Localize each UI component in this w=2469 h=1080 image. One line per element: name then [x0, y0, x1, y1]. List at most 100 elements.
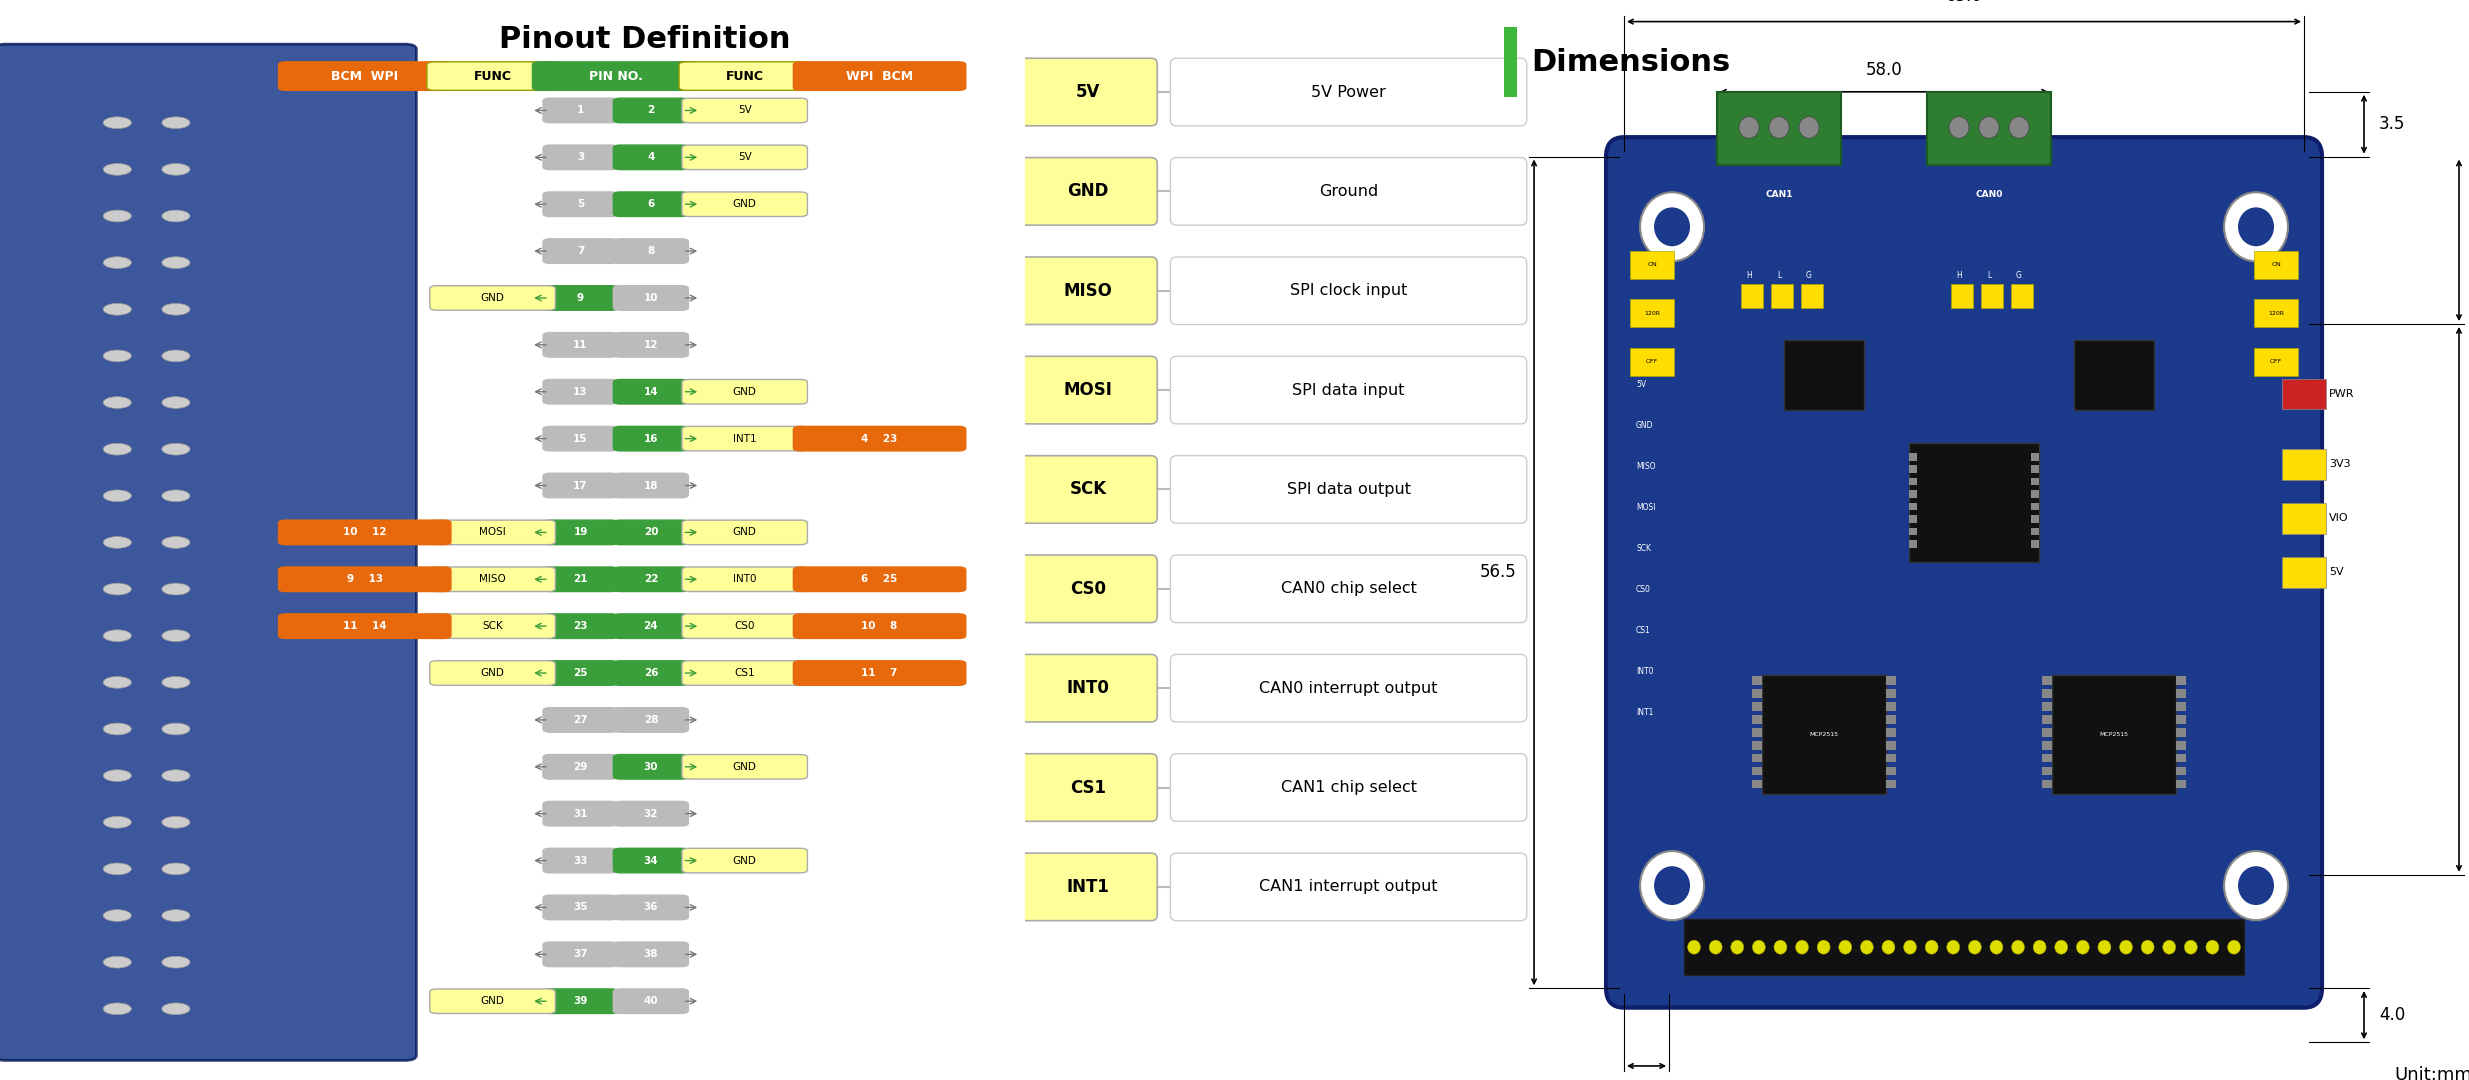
Text: 6: 6 [647, 199, 654, 210]
FancyBboxPatch shape [1020, 555, 1158, 622]
Circle shape [163, 816, 190, 828]
FancyBboxPatch shape [681, 613, 807, 638]
Text: 1: 1 [578, 106, 585, 116]
FancyBboxPatch shape [543, 613, 617, 638]
Text: VIO: VIO [2328, 513, 2348, 524]
Text: MCP2515: MCP2515 [1810, 732, 1839, 737]
Bar [2032, 527, 2039, 535]
Text: 27: 27 [573, 715, 588, 725]
Bar [1753, 676, 1763, 685]
Bar [1909, 465, 1916, 473]
FancyBboxPatch shape [681, 848, 807, 873]
Text: CAN0: CAN0 [1975, 190, 2002, 199]
Text: FUNC: FUNC [474, 69, 511, 82]
Text: 37: 37 [573, 949, 588, 959]
FancyBboxPatch shape [1605, 137, 2321, 1008]
FancyBboxPatch shape [1020, 158, 1158, 225]
Circle shape [163, 303, 190, 315]
FancyBboxPatch shape [612, 98, 689, 123]
Bar [2281, 449, 2326, 480]
Text: 39: 39 [573, 996, 588, 1007]
FancyBboxPatch shape [1170, 58, 1526, 125]
Circle shape [104, 956, 131, 968]
Circle shape [104, 490, 131, 502]
Bar [2074, 340, 2153, 410]
Bar [1909, 527, 1916, 535]
Text: Unit:mm: Unit:mm [2395, 1066, 2469, 1080]
FancyBboxPatch shape [430, 521, 556, 544]
Text: 19: 19 [573, 527, 588, 538]
Text: 2: 2 [647, 106, 654, 116]
Text: 65.0: 65.0 [1946, 0, 1983, 5]
Bar [1886, 767, 1896, 775]
Circle shape [2054, 940, 2067, 955]
FancyBboxPatch shape [533, 62, 699, 91]
Circle shape [2205, 940, 2220, 955]
Text: WPI  BCM: WPI BCM [847, 69, 914, 82]
FancyBboxPatch shape [543, 989, 617, 1013]
FancyBboxPatch shape [612, 333, 689, 357]
Circle shape [1768, 117, 1790, 138]
Bar [1763, 675, 1886, 794]
Bar [1753, 741, 1763, 750]
Circle shape [1926, 940, 1938, 955]
Bar [1785, 340, 1864, 410]
Bar [1630, 299, 1674, 327]
Text: MOSI: MOSI [1637, 503, 1657, 512]
Circle shape [104, 676, 131, 688]
Circle shape [1948, 117, 1970, 138]
Text: CAN0 chip select: CAN0 chip select [1281, 581, 1417, 596]
Text: INT1: INT1 [1067, 878, 1109, 896]
Circle shape [163, 676, 190, 688]
Circle shape [104, 583, 131, 595]
FancyBboxPatch shape [1170, 654, 1526, 721]
Circle shape [104, 909, 131, 921]
Text: MISO: MISO [1637, 462, 1657, 471]
Circle shape [1968, 940, 1980, 955]
Text: 18: 18 [644, 481, 659, 490]
Text: ON: ON [1647, 262, 1657, 267]
Bar [2175, 728, 2185, 737]
FancyBboxPatch shape [543, 333, 617, 357]
Text: 4: 4 [647, 152, 654, 162]
FancyBboxPatch shape [612, 521, 689, 544]
Bar [1909, 490, 1916, 498]
FancyBboxPatch shape [612, 661, 689, 686]
Bar [1753, 754, 1763, 762]
Circle shape [163, 583, 190, 595]
Circle shape [1839, 940, 1852, 955]
Text: GND: GND [481, 293, 504, 303]
FancyBboxPatch shape [681, 661, 807, 686]
Text: L: L [1988, 271, 1990, 280]
Circle shape [1859, 940, 1874, 955]
Text: L: L [1778, 271, 1780, 280]
FancyBboxPatch shape [612, 707, 689, 732]
FancyBboxPatch shape [543, 239, 617, 264]
Bar [1630, 251, 1674, 279]
Text: GND: GND [733, 855, 756, 865]
Circle shape [104, 211, 131, 221]
Text: CS1: CS1 [1069, 779, 1106, 797]
Bar [2032, 515, 2039, 523]
Circle shape [2225, 192, 2289, 261]
Circle shape [104, 816, 131, 828]
Text: SPI data output: SPI data output [1286, 482, 1410, 497]
Bar [1951, 284, 1973, 308]
Text: 5V: 5V [738, 152, 751, 162]
Circle shape [1709, 940, 1723, 955]
Text: SPI data input: SPI data input [1291, 382, 1405, 397]
FancyBboxPatch shape [430, 567, 556, 592]
Text: 5V: 5V [1637, 380, 1647, 389]
FancyBboxPatch shape [612, 567, 689, 592]
Circle shape [1800, 117, 1820, 138]
FancyBboxPatch shape [1170, 754, 1526, 821]
Circle shape [2237, 207, 2274, 246]
Bar [2042, 689, 2052, 698]
FancyBboxPatch shape [612, 427, 689, 450]
Circle shape [1639, 851, 1704, 920]
Text: 16: 16 [644, 434, 659, 444]
Bar [1886, 676, 1896, 685]
Text: MISO: MISO [479, 575, 506, 584]
Text: 8: 8 [647, 246, 654, 256]
Bar [2042, 767, 2052, 775]
